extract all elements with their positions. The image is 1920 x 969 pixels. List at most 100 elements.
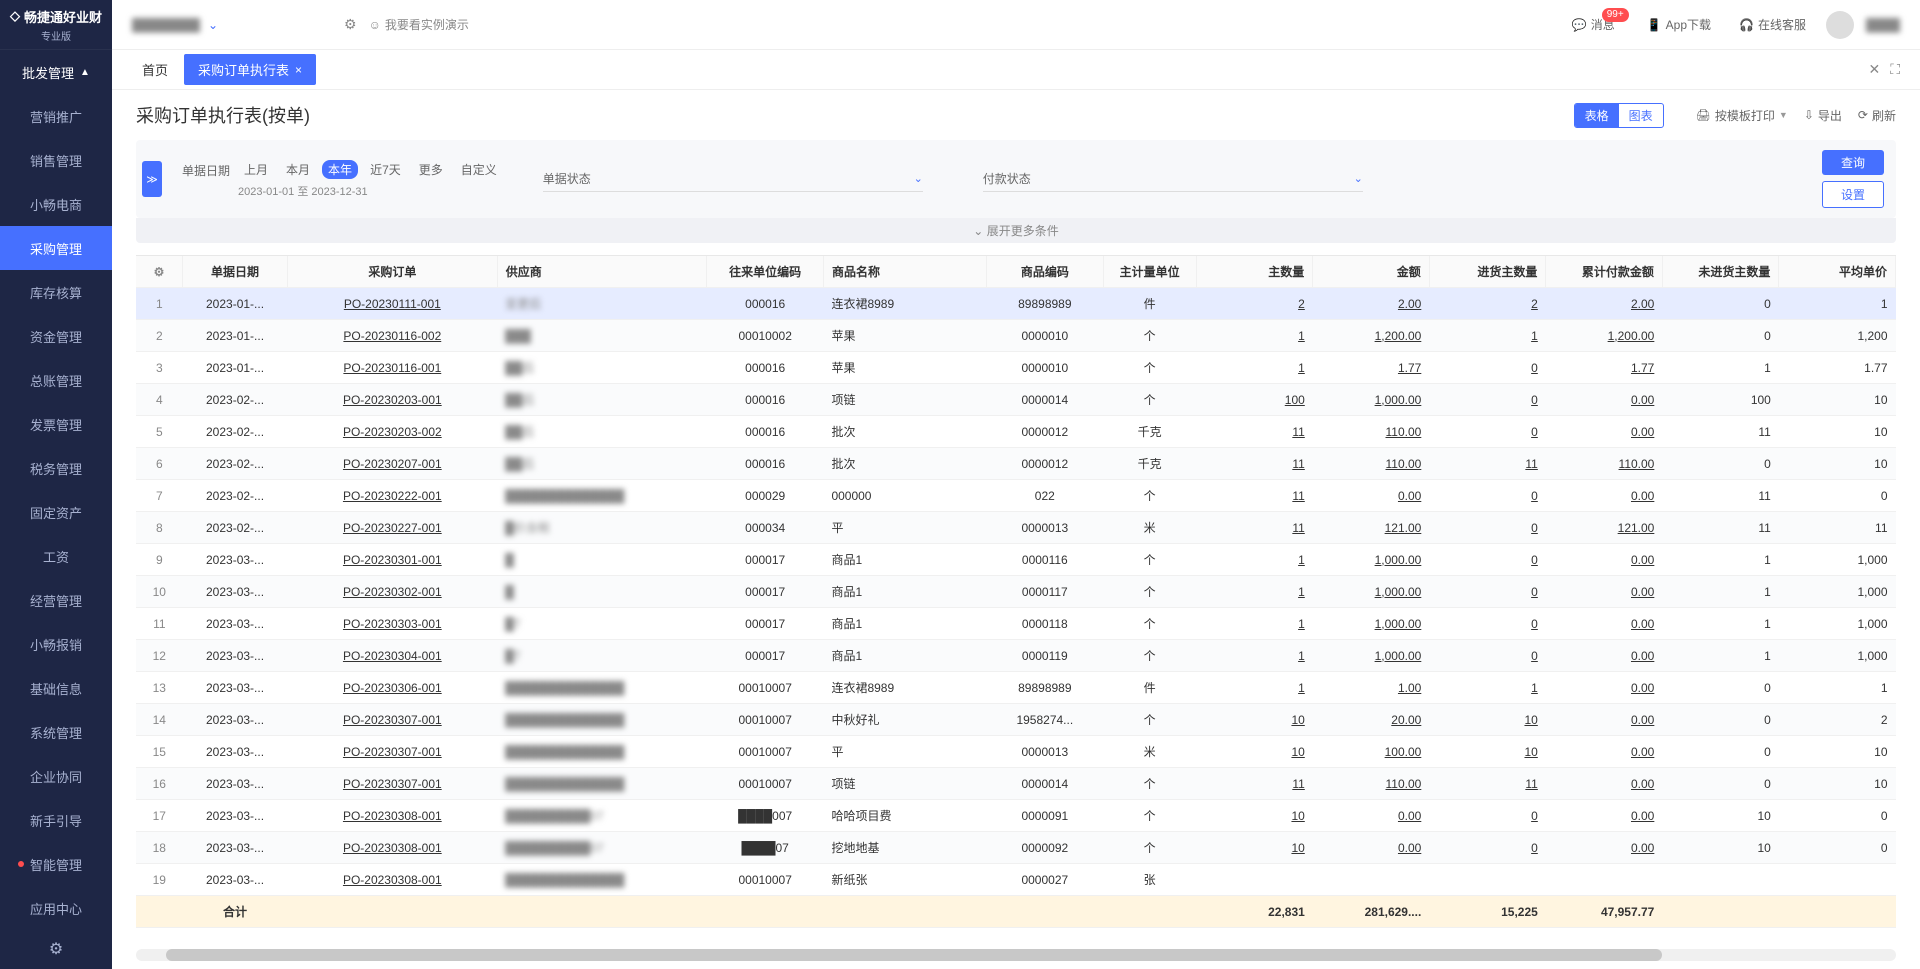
- po-link[interactable]: PO-20230308-001: [343, 873, 442, 887]
- query-button[interactable]: 查询: [1822, 150, 1884, 175]
- sidebar-item[interactable]: 企业协同: [0, 754, 112, 798]
- table-row[interactable]: 152023-03-...PO-20230307-001████████████…: [136, 736, 1896, 768]
- sidebar-item[interactable]: 发票管理: [0, 402, 112, 446]
- refresh-button[interactable]: ⟳刷新: [1858, 107, 1896, 124]
- po-link[interactable]: PO-20230207-001: [343, 457, 442, 471]
- table-row[interactable]: 192023-03-...PO-20230308-001████████████…: [136, 864, 1896, 896]
- po-link[interactable]: PO-20230306-001: [343, 681, 442, 695]
- table-row[interactable]: 32023-01-...PO-20230116-001██后000016苹果00…: [136, 352, 1896, 384]
- column-header[interactable]: 进货主数量: [1429, 256, 1546, 288]
- table-row[interactable]: 82023-02-...PO-20230227-001█价含税000034平00…: [136, 512, 1896, 544]
- column-header[interactable]: 金额: [1313, 256, 1430, 288]
- expand-filter-button[interactable]: ⌄ 展开更多条件: [136, 218, 1896, 243]
- sidebar-item[interactable]: 系统管理: [0, 710, 112, 754]
- po-link[interactable]: PO-20230307-001: [343, 713, 442, 727]
- table-row[interactable]: 22023-01-...PO-20230116-002███00010002苹果…: [136, 320, 1896, 352]
- sidebar-item[interactable]: 批发管理▲: [0, 50, 112, 94]
- table-row[interactable]: 62023-02-...PO-20230207-001██后000016批次00…: [136, 448, 1896, 480]
- po-link[interactable]: PO-20230116-002: [343, 329, 441, 343]
- column-header[interactable]: 供应商: [497, 256, 707, 288]
- table-row[interactable]: 102023-03-...PO-20230302-001█000017商品100…: [136, 576, 1896, 608]
- filter-settings-button[interactable]: 设置: [1822, 181, 1884, 208]
- horizontal-scrollbar[interactable]: [136, 949, 1896, 961]
- po-link[interactable]: PO-20230227-001: [343, 521, 442, 535]
- column-header[interactable]: 单据日期: [183, 256, 288, 288]
- po-link[interactable]: PO-20230308-001: [343, 809, 442, 823]
- sidebar-item[interactable]: 总账管理: [0, 358, 112, 402]
- po-link[interactable]: PO-20230304-001: [343, 649, 442, 663]
- date-option[interactable]: 自定义: [455, 160, 503, 179]
- po-link[interactable]: PO-20230203-002: [343, 425, 442, 439]
- close-all-icon[interactable]: ✕: [1864, 57, 1884, 82]
- po-link[interactable]: PO-20230301-001: [343, 553, 442, 567]
- table-row[interactable]: 12023-01-...PO-20230111-001变更后000016连衣裙8…: [136, 288, 1896, 320]
- table-row[interactable]: 172023-03-...PO-20230308-001██████████07…: [136, 800, 1896, 832]
- sidebar-item[interactable]: 小畅报销: [0, 622, 112, 666]
- org-selector[interactable]: ████████ ⌄: [132, 18, 332, 32]
- date-option[interactable]: 本月: [280, 160, 316, 179]
- sidebar-item[interactable]: 智能管理: [0, 842, 112, 886]
- sidebar-item[interactable]: 销售管理: [0, 138, 112, 182]
- po-link[interactable]: PO-20230303-001: [343, 617, 442, 631]
- table-row[interactable]: 132023-03-...PO-20230306-001████████████…: [136, 672, 1896, 704]
- column-header[interactable]: 主计量单位: [1103, 256, 1196, 288]
- close-icon[interactable]: ×: [295, 63, 302, 77]
- table-row[interactable]: 52023-02-...PO-20230203-002██后000016批次00…: [136, 416, 1896, 448]
- sidebar-item[interactable]: 应用中心: [0, 886, 112, 929]
- table-row[interactable]: 92023-03-...PO-20230301-001█000017商品1000…: [136, 544, 1896, 576]
- payment-select[interactable]: 付款状态 ⌄: [983, 166, 1363, 192]
- view-chart-button[interactable]: 图表: [1619, 104, 1663, 127]
- sidebar-item[interactable]: 小畅电商: [0, 182, 112, 226]
- tab[interactable]: 采购订单执行表×: [184, 54, 316, 85]
- sidebar-item[interactable]: 库存核算: [0, 270, 112, 314]
- table-row[interactable]: 142023-03-...PO-20230307-001████████████…: [136, 704, 1896, 736]
- po-link[interactable]: PO-20230203-001: [343, 393, 442, 407]
- table-row[interactable]: 72023-02-...PO-20230222-001█████████████…: [136, 480, 1896, 512]
- app-download-button[interactable]: 📱App下载: [1647, 16, 1711, 33]
- column-header[interactable]: 商品编码: [987, 256, 1104, 288]
- table-row[interactable]: 42023-02-...PO-20230203-001██后000016项链00…: [136, 384, 1896, 416]
- settings-gear-icon[interactable]: ⚙: [0, 929, 112, 969]
- avatar[interactable]: [1826, 11, 1854, 39]
- sidebar-item[interactable]: 营销推广: [0, 94, 112, 138]
- date-option[interactable]: 本年: [322, 160, 358, 179]
- po-link[interactable]: PO-20230308-001: [343, 841, 442, 855]
- po-link[interactable]: PO-20230116-001: [343, 361, 441, 375]
- export-button[interactable]: ⇩导出: [1804, 107, 1842, 124]
- sidebar-item[interactable]: 新手引导: [0, 798, 112, 842]
- po-link[interactable]: PO-20230307-001: [343, 745, 442, 759]
- po-link[interactable]: PO-20230302-001: [343, 585, 442, 599]
- column-header[interactable]: 未进货主数量: [1662, 256, 1779, 288]
- date-option[interactable]: 更多: [413, 160, 449, 179]
- sidebar-item[interactable]: 税务管理: [0, 446, 112, 490]
- status-select[interactable]: 单据状态 ⌄: [543, 166, 923, 192]
- column-header[interactable]: 平均单价: [1779, 256, 1896, 288]
- fullscreen-icon[interactable]: ⛶: [1886, 57, 1904, 82]
- date-option[interactable]: 上月: [238, 160, 274, 179]
- date-option[interactable]: 近7天: [364, 160, 407, 179]
- customer-service-button[interactable]: 🎧在线客服: [1739, 16, 1806, 33]
- table-row[interactable]: 162023-03-...PO-20230307-001████████████…: [136, 768, 1896, 800]
- demo-link[interactable]: ☺我要看实例演示: [369, 16, 469, 33]
- column-header[interactable]: 采购订单: [287, 256, 497, 288]
- sidebar-item[interactable]: 基础信息: [0, 666, 112, 710]
- messages-button[interactable]: 💬消息 99+: [1572, 16, 1615, 33]
- po-link[interactable]: PO-20230222-001: [343, 489, 442, 503]
- po-link[interactable]: PO-20230111-001: [344, 297, 441, 311]
- table-row[interactable]: 112023-03-...PO-20230303-001█T000017商品10…: [136, 608, 1896, 640]
- table-row[interactable]: 182023-03-...PO-20230308-001██████████07…: [136, 832, 1896, 864]
- column-header[interactable]: 商品名称: [823, 256, 986, 288]
- print-button[interactable]: 🖨按模板打印▼: [1696, 107, 1788, 124]
- po-link[interactable]: PO-20230307-001: [343, 777, 442, 791]
- view-table-button[interactable]: 表格: [1575, 104, 1619, 127]
- table-gear-icon[interactable]: ⚙: [154, 265, 165, 279]
- tab[interactable]: 首页: [128, 54, 182, 85]
- sidebar-item[interactable]: 资金管理: [0, 314, 112, 358]
- table-row[interactable]: 122023-03-...PO-20230304-001█T000017商品10…: [136, 640, 1896, 672]
- gear-icon[interactable]: ⚙: [344, 16, 357, 33]
- sidebar-item[interactable]: 固定资产: [0, 490, 112, 534]
- column-header[interactable]: 往来单位编码: [707, 256, 824, 288]
- column-header[interactable]: ⚙: [136, 256, 183, 288]
- sidebar-item[interactable]: 工资: [0, 534, 112, 578]
- collapse-filter-button[interactable]: ≫: [142, 161, 162, 197]
